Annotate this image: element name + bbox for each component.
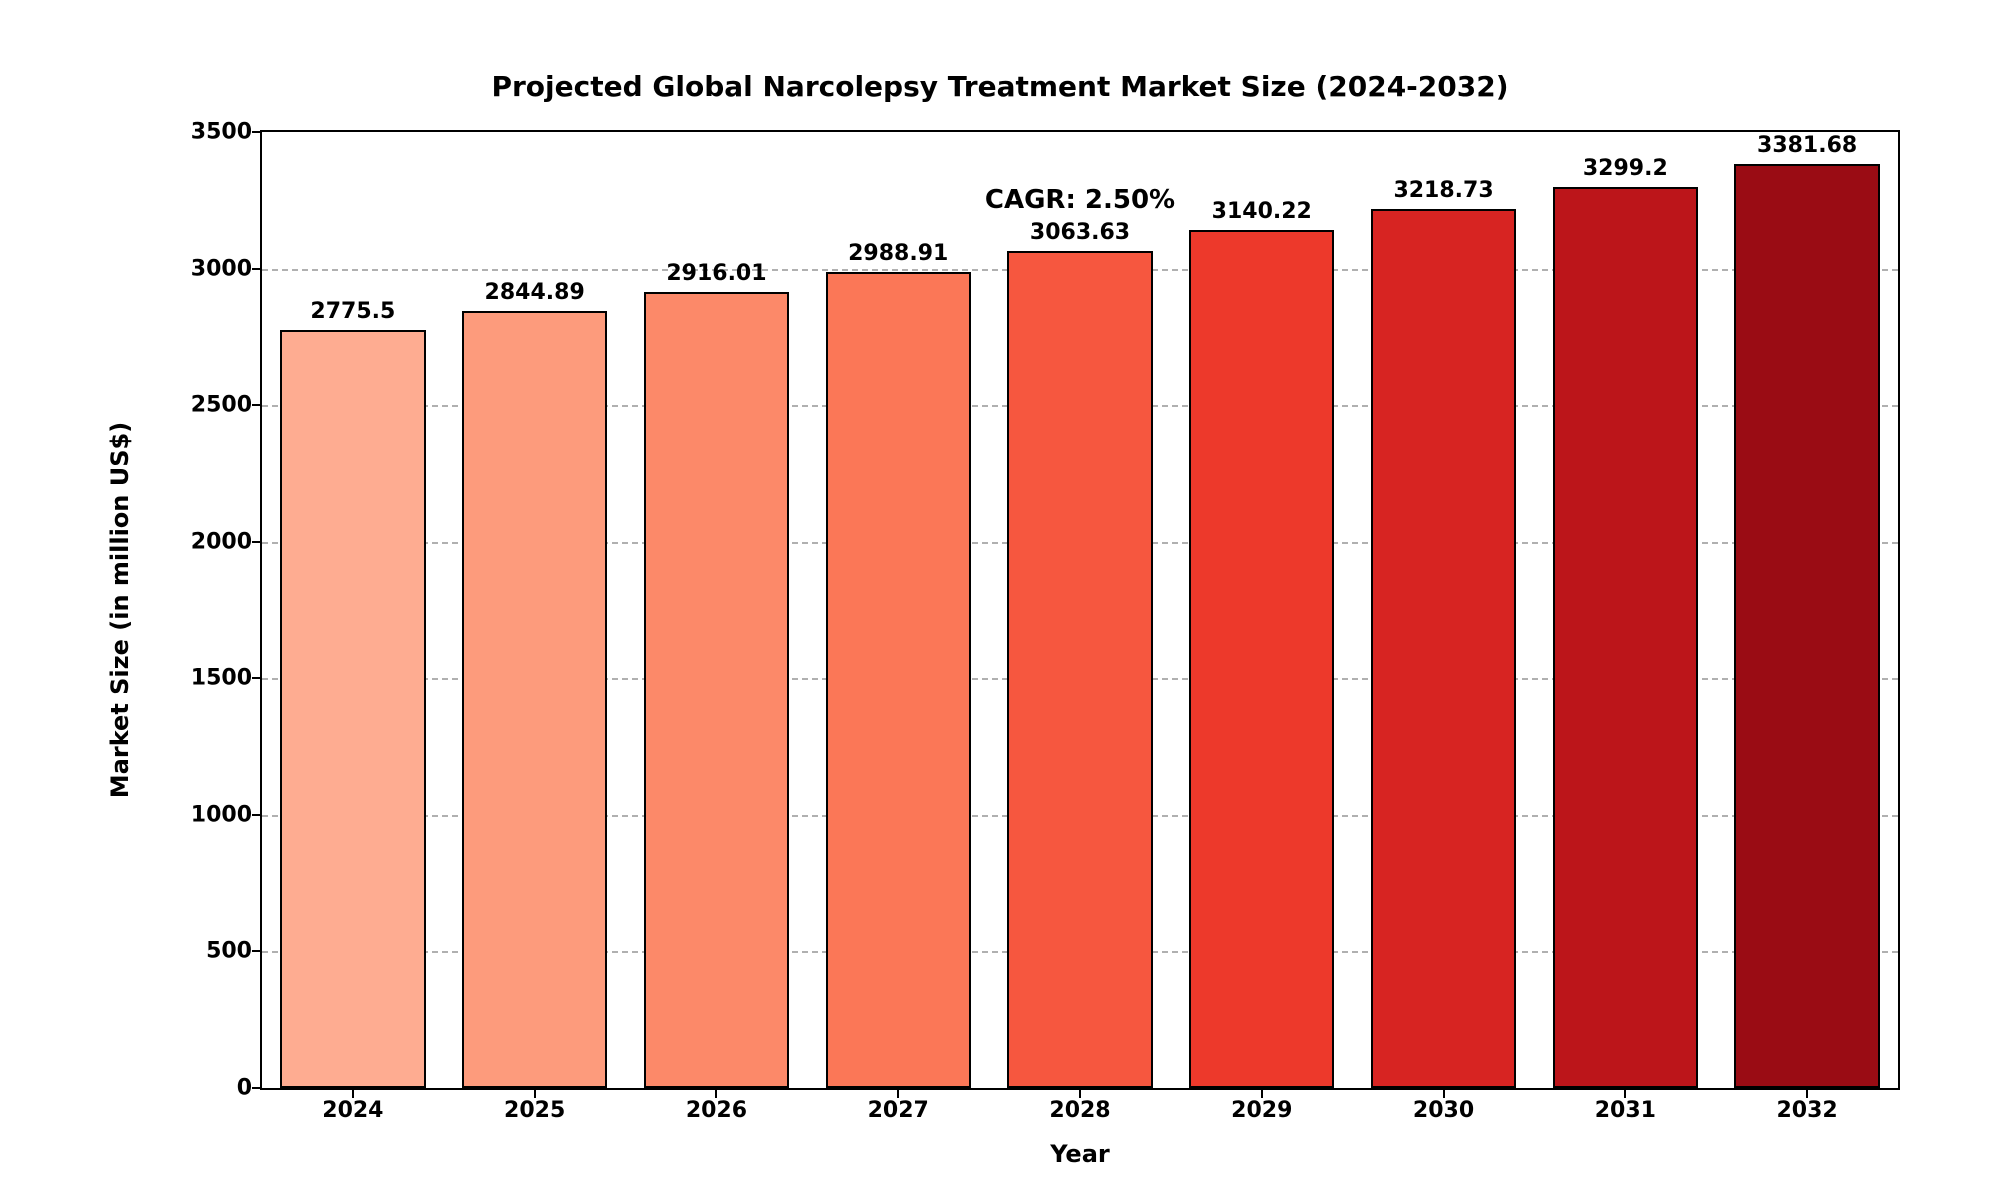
y-tick <box>252 677 260 679</box>
bar <box>280 330 425 1088</box>
y-tick-label: 3500 <box>191 120 252 145</box>
x-tick-label: 2027 <box>868 1098 929 1123</box>
y-tick <box>252 404 260 406</box>
bar-value-label: 2775.5 <box>310 299 395 324</box>
y-tick-label: 3000 <box>191 256 252 281</box>
bar <box>1371 209 1516 1088</box>
bar-value-label: 3299.2 <box>1583 156 1668 181</box>
cagr-annotation: CAGR: 2.50% <box>985 185 1175 215</box>
y-tick-label: 2500 <box>191 393 252 418</box>
x-tick <box>352 1090 354 1098</box>
x-tick <box>1079 1090 1081 1098</box>
y-tick-label: 1000 <box>191 802 252 827</box>
x-tick-label: 2028 <box>1049 1098 1110 1123</box>
bar <box>1007 251 1152 1088</box>
bar <box>462 311 607 1088</box>
x-tick <box>1624 1090 1626 1098</box>
bar-value-label: 2844.89 <box>485 280 585 305</box>
x-tick-label: 2030 <box>1413 1098 1474 1123</box>
chart-container: Projected Global Narcolepsy Treatment Ma… <box>0 0 2000 1200</box>
y-tick <box>252 814 260 816</box>
y-tick <box>252 268 260 270</box>
y-axis-label: Market Size (in million US$) <box>106 422 134 798</box>
x-tick-label: 2032 <box>1776 1098 1837 1123</box>
x-tick-label: 2025 <box>504 1098 565 1123</box>
x-tick-label: 2029 <box>1231 1098 1292 1123</box>
x-tick-label: 2031 <box>1595 1098 1656 1123</box>
y-tick-label: 500 <box>206 939 252 964</box>
x-tick <box>715 1090 717 1098</box>
bar-value-label: 3218.73 <box>1393 178 1493 203</box>
bar <box>1734 164 1879 1088</box>
bar-value-label: 3381.68 <box>1757 133 1857 158</box>
y-tick-label: 0 <box>237 1076 252 1101</box>
plot-area: 2775.5 2844.89 2916.01 2988.91 3063.63 3140.2… <box>260 130 1900 1090</box>
bar-value-label: 2916.01 <box>666 261 766 286</box>
y-tick <box>252 950 260 952</box>
y-tick-label: 1500 <box>191 666 252 691</box>
x-tick-label: 2024 <box>322 1098 383 1123</box>
bar <box>1553 187 1698 1088</box>
x-axis-label: Year <box>1050 1140 1109 1168</box>
x-tick <box>1806 1090 1808 1098</box>
x-tick <box>897 1090 899 1098</box>
x-tick <box>1443 1090 1445 1098</box>
y-tick <box>252 131 260 133</box>
x-tick-label: 2026 <box>686 1098 747 1123</box>
bar-value-label: 2988.91 <box>848 241 948 266</box>
y-tick-label: 2000 <box>191 529 252 554</box>
x-tick <box>1261 1090 1263 1098</box>
x-tick <box>534 1090 536 1098</box>
bar <box>644 292 789 1088</box>
bar <box>1189 230 1334 1088</box>
y-tick <box>252 1087 260 1089</box>
bar-value-label: 3063.63 <box>1030 220 1130 245</box>
chart-title: Projected Global Narcolepsy Treatment Ma… <box>0 70 2000 103</box>
y-tick <box>252 541 260 543</box>
bar-value-label: 3140.22 <box>1212 199 1312 224</box>
bar <box>826 272 971 1088</box>
